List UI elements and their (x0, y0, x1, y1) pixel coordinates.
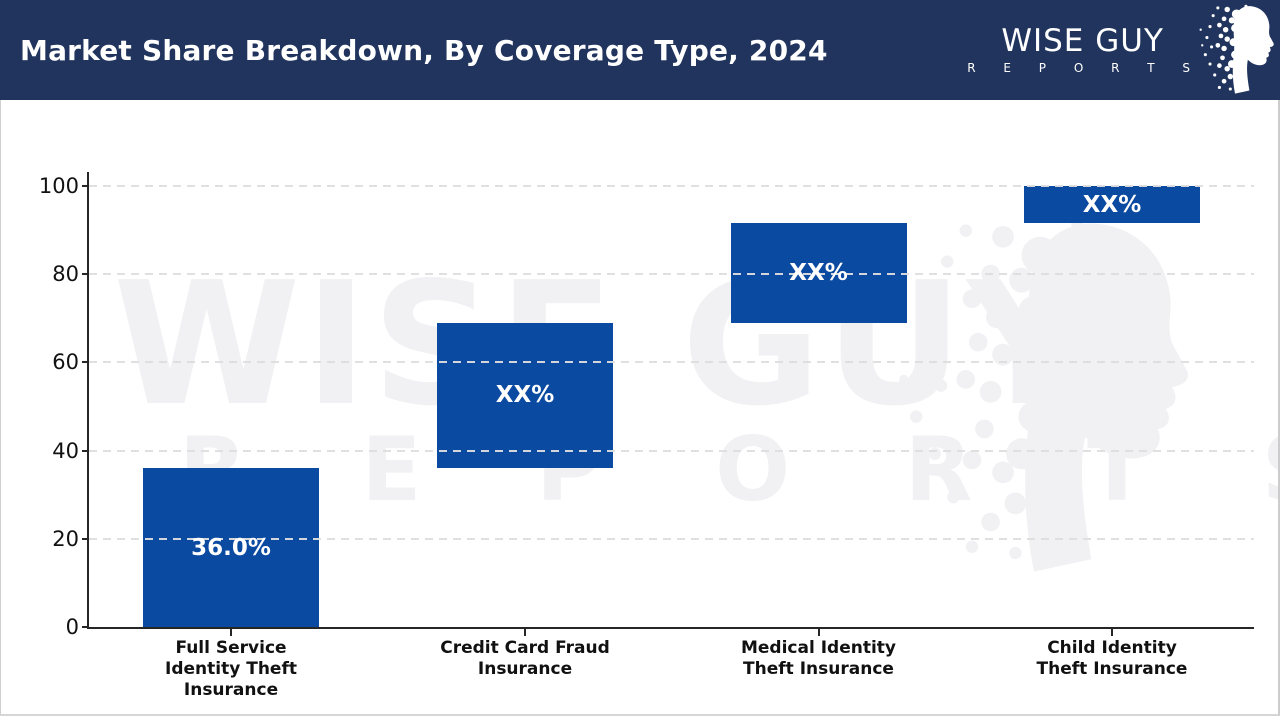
y-axis-line (87, 172, 89, 629)
x-axis-tick (524, 629, 526, 636)
x-tick-label: Medical Identity Theft Insurance (740, 638, 897, 679)
y-axis-tick (82, 449, 89, 452)
chart-area: WISE GUY R E P O R T S 36.0% Full Service… (0, 100, 1280, 716)
header: Market Share Breakdown, By Coverage Type… (0, 0, 1280, 100)
x-tick-label: Credit Card Fraud Insurance (440, 638, 610, 679)
bar-segment (143, 468, 319, 627)
logo-wordmark: WISE GUY (1001, 23, 1164, 59)
x-axis-line (87, 627, 1254, 629)
x-axis-tick (1111, 629, 1113, 636)
gridline (89, 361, 1254, 364)
logo-head-icon (1199, 4, 1274, 94)
bar-segment (1024, 186, 1200, 224)
bar-segment (437, 322, 613, 469)
gridline (89, 537, 1254, 540)
logo-subtext: R E P O R T S (967, 61, 1202, 75)
bar-value-label: XX% (1082, 191, 1142, 218)
bar-value-label: XX% (495, 382, 555, 409)
y-tick-label: 80 (52, 262, 79, 287)
gridline (89, 449, 1254, 452)
x-axis-tick (230, 629, 232, 636)
y-tick-label: 100 (38, 174, 79, 198)
gridline (89, 185, 1254, 187)
gridline (89, 273, 1254, 276)
bar-value-label: XX% (789, 260, 848, 287)
y-axis-tick (82, 273, 89, 276)
y-axis-tick (82, 537, 89, 540)
bar-value-label: 36.0% (191, 534, 271, 561)
y-tick-label: 40 (52, 438, 79, 463)
y-tick-label: 60 (52, 350, 79, 375)
x-tick-label: Child Identity Theft Insurance (1036, 638, 1188, 679)
y-axis-tick (82, 361, 89, 364)
y-axis-tick (82, 185, 89, 187)
bar-segment (730, 223, 907, 323)
y-tick-label: 20 (52, 526, 79, 551)
y-axis-tick (82, 626, 89, 628)
x-tick-label: Full Service Identity Theft Insurance (165, 638, 297, 700)
watermark-head-icon (892, 218, 1189, 572)
logo-text: WISE GUY R E P O R T S (963, 23, 1202, 75)
y-tick-label: 0 (65, 615, 79, 639)
page-title: Market Share Breakdown, By Coverage Type… (20, 33, 828, 67)
wiseguy-logo: WISE GUY R E P O R T S (963, 3, 1274, 97)
x-axis-tick (817, 629, 820, 636)
